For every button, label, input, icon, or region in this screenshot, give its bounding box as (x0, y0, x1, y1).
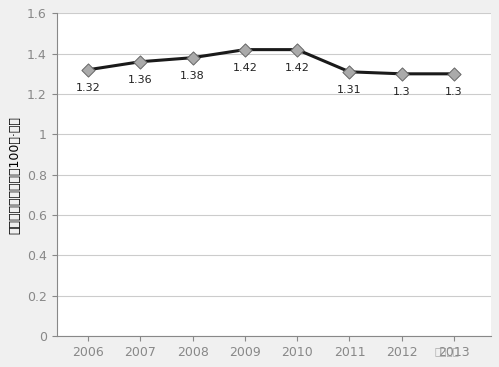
Point (345, 69, 353, 75)
Text: 1.36: 1.36 (128, 75, 153, 85)
Text: 1.42: 1.42 (233, 63, 257, 73)
Text: 1.31: 1.31 (337, 85, 362, 95)
Point (293, 47, 301, 52)
Text: 1.38: 1.38 (180, 71, 205, 81)
Text: 1.3: 1.3 (393, 87, 411, 97)
Text: 1.42: 1.42 (285, 63, 309, 73)
Y-axis label: 严重低血糖发生率（100人·年）: 严重低血糖发生率（100人·年） (8, 116, 21, 233)
Point (241, 47, 249, 52)
Point (450, 71, 458, 77)
Text: 1.32: 1.32 (76, 83, 100, 93)
Text: 菲赋新动: 菲赋新动 (434, 346, 459, 356)
Point (398, 71, 406, 77)
Point (84, 67, 92, 73)
Point (136, 59, 144, 65)
Text: 1.3: 1.3 (445, 87, 463, 97)
Point (189, 55, 197, 61)
